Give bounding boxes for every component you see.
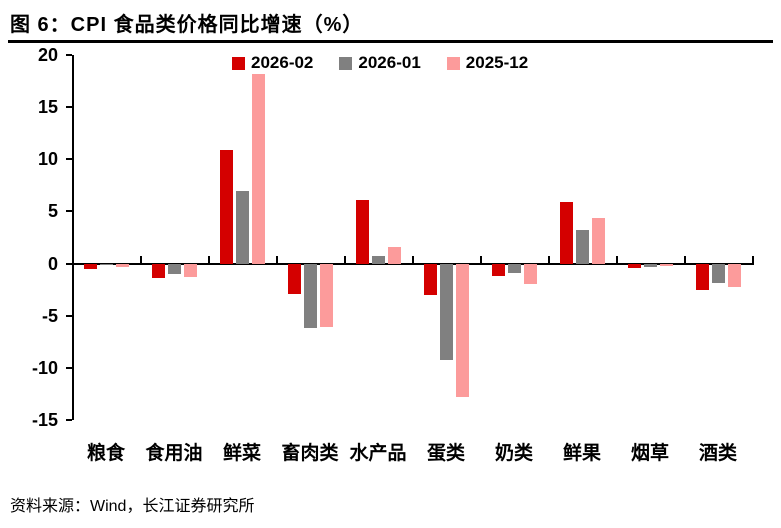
bar-2025-12-水产品 — [387, 246, 401, 264]
bar-2026-01-鲜果 — [575, 230, 589, 264]
x-category-label: 蛋类 — [426, 443, 465, 464]
legend-swatch-icon — [339, 56, 353, 70]
x-tick-mark — [752, 255, 754, 263]
bar-2026-01-畜肉类 — [303, 263, 317, 329]
x-tick-mark — [344, 255, 346, 263]
x-category-label: 畜肉类 — [281, 443, 339, 464]
y-axis-line — [72, 55, 74, 420]
x-tick-mark — [276, 255, 278, 263]
legend-swatch-icon — [446, 56, 460, 70]
y-tick-label: -10 — [31, 357, 58, 378]
x-category-label: 鲜果 — [562, 443, 601, 464]
legend-label: 2026-02 — [251, 53, 314, 72]
x-category-label: 奶类 — [494, 443, 533, 464]
bar-2025-12-烟草 — [659, 263, 673, 266]
bar-2026-02-酒类 — [695, 263, 709, 290]
x-category-label: 鲜菜 — [222, 443, 261, 464]
bar-2025-12-粮食 — [115, 263, 129, 267]
y-tick-label: 0 — [47, 253, 58, 274]
y-tick-mark — [66, 54, 72, 56]
bar-2025-12-蛋类 — [455, 263, 469, 398]
chart-legend: 2026-02 2026-01 2025-12 — [232, 53, 528, 73]
bar-2026-01-水产品 — [371, 256, 385, 264]
x-category-label: 粮食 — [86, 443, 125, 464]
x-tick-mark — [548, 255, 550, 263]
legend-item-2025-12: 2025-12 — [446, 53, 529, 73]
x-tick-mark — [480, 255, 482, 263]
x-tick-mark — [72, 255, 74, 263]
title-divider — [8, 40, 773, 43]
x-category-label: 食用油 — [145, 443, 203, 464]
legend-swatch-icon — [232, 56, 245, 70]
bar-2026-02-畜肉类 — [287, 263, 301, 294]
y-tick-label: -15 — [31, 410, 58, 430]
x-axis-line — [72, 262, 754, 265]
bar-2026-02-奶类 — [491, 263, 505, 277]
bar-2026-02-粮食 — [83, 263, 97, 269]
x-category-label: 烟草 — [630, 443, 669, 464]
x-tick-mark — [208, 255, 210, 263]
y-tick-mark — [66, 366, 72, 369]
bar-2026-01-鲜菜 — [235, 190, 249, 264]
source-note: 资料来源：Wind，长江证券研究所 — [10, 498, 255, 515]
bar-2025-12-食用油 — [183, 263, 197, 278]
y-tick-mark — [66, 262, 72, 265]
legend-item-2026-01: 2026-01 — [339, 53, 421, 73]
bar-2026-02-蛋类 — [423, 263, 437, 295]
x-category-label: 酒类 — [698, 443, 737, 464]
y-tick-mark — [66, 106, 72, 109]
bar-2025-12-鲜果 — [591, 217, 605, 264]
bar-2025-12-酒类 — [727, 263, 741, 287]
bar-2026-02-食用油 — [151, 263, 165, 279]
x-tick-mark — [616, 255, 618, 263]
legend-label: 2026-01 — [358, 53, 421, 72]
bar-2026-02-鲜果 — [559, 202, 573, 264]
bar-2026-01-酒类 — [711, 263, 725, 284]
x-category-label: 水产品 — [349, 443, 407, 464]
y-tick-label: 15 — [37, 97, 58, 118]
bar-2026-01-奶类 — [507, 263, 521, 273]
chart-title: 图 6：CPI 食品类价格同比增速（%） — [10, 14, 364, 36]
y-tick-mark — [66, 158, 72, 161]
y-tick-label: -5 — [41, 305, 58, 326]
bar-2025-12-鲜菜 — [251, 73, 265, 264]
bar-2026-01-蛋类 — [439, 263, 453, 360]
legend-label: 2025-12 — [465, 53, 529, 72]
y-tick-label: 20 — [37, 45, 58, 65]
y-tick-mark — [66, 419, 72, 421]
x-tick-mark — [140, 255, 142, 263]
bar-2026-01-烟草 — [643, 263, 657, 267]
x-tick-mark — [684, 255, 686, 263]
bar-2026-01-粮食 — [99, 263, 113, 265]
bar-2026-02-鲜菜 — [219, 149, 233, 264]
y-tick-label: 5 — [47, 201, 58, 222]
bar-2026-01-食用油 — [167, 263, 181, 274]
y-tick-label: 10 — [37, 149, 58, 170]
bar-2025-12-奶类 — [523, 263, 537, 285]
bar-2026-02-水产品 — [355, 199, 369, 264]
y-tick-mark — [66, 314, 72, 317]
bar-2025-12-畜肉类 — [319, 263, 333, 328]
bar-2026-02-烟草 — [627, 263, 641, 268]
y-tick-mark — [66, 210, 72, 213]
x-tick-mark — [412, 255, 414, 263]
legend-item-2026-02: 2026-02 — [232, 53, 313, 73]
